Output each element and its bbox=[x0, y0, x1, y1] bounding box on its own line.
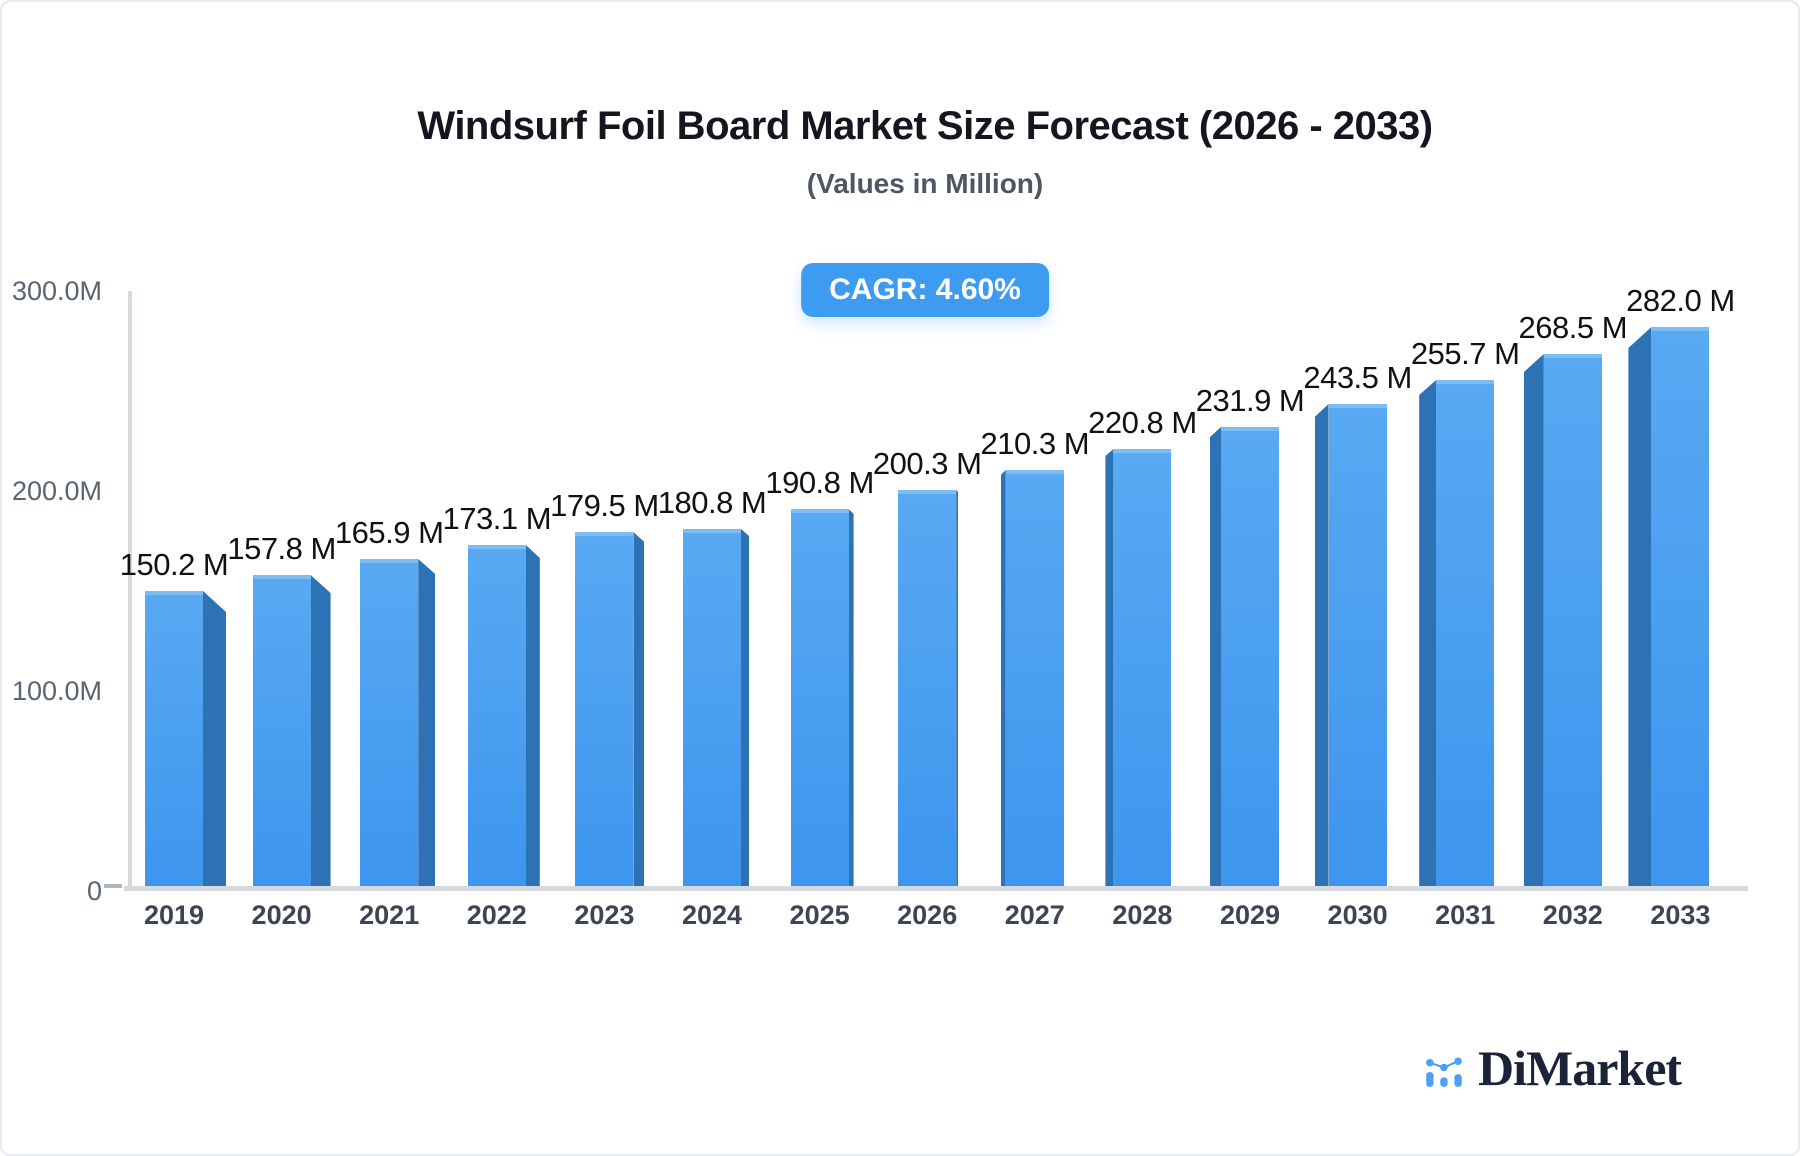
bar-value-label: 165.9 M bbox=[334, 515, 444, 550]
bar-side-face bbox=[525, 545, 540, 891]
bar-value-label: 255.7 M bbox=[1410, 336, 1520, 371]
y-axis-tick-label: 0 bbox=[86, 876, 102, 906]
x-axis-year-label: 2026 bbox=[897, 900, 958, 930]
bar-front-face bbox=[1651, 327, 1710, 891]
bar-value-label: 282.0 M bbox=[1626, 283, 1735, 318]
x-axis-year-label: 2033 bbox=[1650, 900, 1711, 930]
bar-chart-trend-logo-icon bbox=[1426, 1057, 1462, 1087]
x-axis-year-label: 2029 bbox=[1219, 900, 1281, 930]
bar-front-face bbox=[1113, 449, 1172, 891]
x-axis-year-label: 2021 bbox=[359, 900, 420, 930]
x-axis-year-label: 2028 bbox=[1112, 900, 1173, 930]
chart-title: Windsurf Foil Board Market Size Forecast… bbox=[417, 104, 1433, 148]
bar-front-face bbox=[1005, 470, 1064, 891]
x-axis-year-label: 2019 bbox=[143, 900, 205, 930]
bar-side-face bbox=[1523, 354, 1544, 891]
bar-value-label: 243.5 M bbox=[1303, 360, 1412, 395]
bar-value-label: 180.8 M bbox=[657, 485, 767, 520]
bar-side-face bbox=[956, 490, 959, 891]
y-axis-tick-label: 100.0M bbox=[11, 676, 102, 706]
x-axis-year-label: 2022 bbox=[466, 900, 527, 930]
y-axis-tick-label: 200.0M bbox=[11, 476, 102, 506]
bar-front-face bbox=[467, 545, 526, 891]
bar-front-face bbox=[683, 529, 741, 891]
bar-side-face bbox=[1419, 380, 1437, 891]
x-axis-year-label: 2027 bbox=[1004, 900, 1065, 930]
bar-value-label: 220.8 M bbox=[1088, 405, 1197, 440]
bar-value-label: 179.5 M bbox=[550, 488, 659, 523]
bar-side-face bbox=[848, 509, 854, 891]
dimarket-logo: DiMarket bbox=[1422, 1036, 1682, 1100]
bar-value-label: 190.8 M bbox=[765, 465, 874, 500]
cagr-badge: CAGR: 4.60% bbox=[801, 263, 1049, 317]
bar-value-label: 150.2 M bbox=[119, 547, 229, 582]
bar-value-label: 173.1 M bbox=[442, 501, 552, 536]
bar-side-face bbox=[203, 591, 226, 891]
y-axis-tick-label: 300.0M bbox=[11, 276, 102, 306]
bar-side-face bbox=[310, 575, 331, 891]
y-axis-line bbox=[128, 291, 132, 891]
bar-front-face bbox=[360, 559, 419, 891]
bar-value-label: 210.3 M bbox=[980, 426, 1090, 461]
x-axis-year-label: 2031 bbox=[1435, 900, 1496, 930]
bar-front-face bbox=[1328, 404, 1387, 891]
x-axis-year-label: 2024 bbox=[681, 900, 743, 930]
bar-side-face bbox=[1000, 470, 1006, 891]
dimarket-logo-text: DiMarket bbox=[1478, 1040, 1682, 1096]
bar-front-face bbox=[898, 490, 957, 891]
x-axis-year-label: 2030 bbox=[1327, 900, 1388, 930]
bar-side-face bbox=[741, 529, 749, 891]
x-axis-year-label: 2025 bbox=[789, 900, 850, 930]
bar-front-face bbox=[1543, 354, 1602, 891]
bar-front-face bbox=[145, 591, 203, 891]
bar-value-label: 200.3 M bbox=[872, 446, 982, 481]
bar-side-face bbox=[1628, 327, 1652, 891]
bar-front-face bbox=[252, 575, 311, 891]
bar-front-face bbox=[1436, 380, 1495, 891]
bar-value-label: 231.9 M bbox=[1195, 383, 1305, 418]
bar-side-face bbox=[1210, 427, 1221, 891]
bar-side-face bbox=[418, 559, 436, 891]
x-axis-year-label: 2032 bbox=[1542, 900, 1603, 930]
bar-side-face bbox=[1314, 404, 1329, 891]
x-axis-year-label: 2020 bbox=[251, 900, 312, 930]
chart-subtitle: (Values in Million) bbox=[806, 168, 1044, 199]
bar-side-face bbox=[633, 532, 645, 891]
bar-side-face bbox=[1105, 449, 1114, 891]
x-axis-year-label: 2023 bbox=[574, 900, 635, 930]
bar-value-label: 268.5 M bbox=[1518, 310, 1628, 345]
bar-front-face bbox=[790, 509, 849, 891]
bar-front-face bbox=[1221, 427, 1279, 891]
zero-tick-mark bbox=[104, 884, 122, 888]
x-axis-line bbox=[124, 886, 1748, 891]
bar-front-face bbox=[575, 532, 634, 891]
bar-value-label: 157.8 M bbox=[227, 531, 336, 566]
